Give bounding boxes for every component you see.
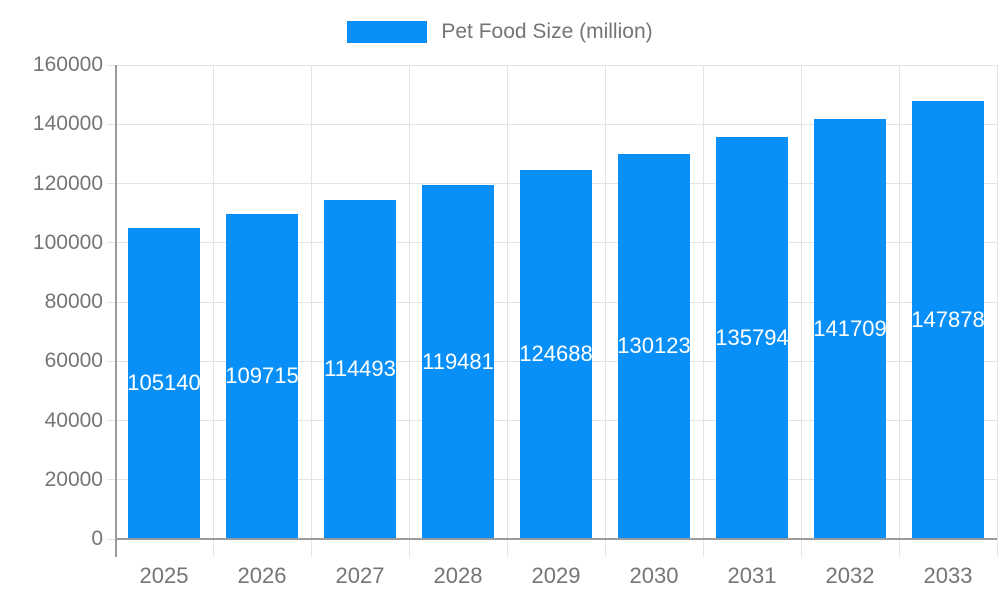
legend-label: Pet Food Size (million) — [441, 20, 653, 43]
bar[interactable] — [814, 119, 886, 539]
x-tick-label: 2026 — [237, 563, 287, 588]
bar[interactable] — [716, 136, 788, 539]
bar-value-label: 109715 — [225, 363, 299, 389]
bar[interactable] — [422, 185, 494, 539]
x-tick-label: 2029 — [531, 563, 581, 588]
y-tick-label: 40000 — [44, 408, 103, 432]
x-tick-mark — [996, 539, 998, 557]
gridline-vertical — [310, 65, 312, 539]
gridline-vertical — [800, 65, 802, 539]
bar-value-label: 141709 — [813, 316, 887, 342]
x-tick-mark — [800, 539, 802, 557]
bar[interactable] — [324, 199, 396, 539]
y-axis-line — [115, 65, 117, 557]
legend-swatch-icon — [347, 21, 428, 43]
y-tick-mark — [107, 479, 115, 481]
x-tick-label: 2025 — [139, 563, 189, 588]
y-tick-mark — [107, 420, 115, 421]
bar-value-label: 114493 — [324, 356, 396, 382]
bar-value-label: 119481 — [422, 349, 494, 375]
y-tick-mark — [107, 183, 115, 184]
x-axis-labels: 2025 2026 2027 2028 2029 2030 2031 2032 2033 — [115, 561, 997, 591]
gridline-horizontal — [115, 64, 997, 66]
gridline-vertical — [898, 65, 900, 539]
legend[interactable]: Pet Food Size (million) — [0, 20, 1000, 44]
bar-value-label: 147878 — [911, 306, 985, 332]
gridline-vertical — [996, 65, 998, 539]
y-tick-mark — [107, 242, 115, 244]
y-tick-label: 160000 — [32, 53, 103, 76]
bar-value-label: 105140 — [127, 370, 201, 396]
y-tick-label: 60000 — [44, 349, 103, 373]
y-tick-mark — [107, 64, 115, 66]
x-tick-label: 2028 — [433, 563, 483, 588]
bar-value-label: 135794 — [715, 324, 789, 350]
y-tick-label: 80000 — [44, 290, 103, 313]
y-tick-mark — [107, 301, 115, 303]
y-axis-labels: 0 20000 40000 60000 80000 100000 120000 140000 1… — [0, 53, 103, 550]
y-tick-label: 120000 — [32, 171, 103, 195]
y-tick-mark — [107, 360, 115, 362]
x-tick-mark — [702, 539, 704, 557]
gridline-vertical — [702, 65, 704, 539]
x-tick-label: 2033 — [923, 563, 973, 588]
x-tick-mark — [310, 539, 312, 557]
y-tick-mark — [107, 538, 115, 540]
gridline-vertical — [506, 65, 508, 539]
gridline-vertical — [604, 65, 606, 539]
y-tick-mark — [107, 123, 115, 125]
y-tick-label: 140000 — [32, 112, 103, 136]
x-tick-mark — [408, 539, 410, 557]
y-tick-label: 100000 — [32, 230, 103, 254]
x-tick-mark — [506, 539, 508, 557]
bar-value-label: 124688 — [519, 341, 593, 367]
gridline-vertical — [408, 65, 410, 539]
x-tick-label: 2032 — [825, 563, 875, 588]
x-tick-label: 2030 — [629, 563, 679, 588]
x-axis-line — [115, 538, 997, 540]
plot-area: 105140 109715 114493 119481 124688 130123 1357… — [107, 64, 998, 557]
x-tick-label: 2027 — [335, 563, 385, 588]
gridline-horizontal — [115, 123, 997, 125]
bar[interactable] — [128, 227, 200, 539]
bar[interactable] — [618, 153, 690, 539]
x-tick-mark — [604, 539, 606, 557]
gridline-vertical — [212, 65, 214, 539]
x-tick-label: 2031 — [727, 563, 777, 588]
bar[interactable] — [226, 213, 298, 539]
bar[interactable] — [912, 100, 984, 539]
x-tick-mark — [898, 539, 900, 557]
x-tick-mark — [212, 539, 214, 557]
bar[interactable] — [520, 169, 592, 539]
y-tick-label: 20000 — [44, 467, 103, 491]
y-tick-label: 0 — [91, 527, 103, 550]
bar-value-label: 130123 — [617, 333, 691, 359]
